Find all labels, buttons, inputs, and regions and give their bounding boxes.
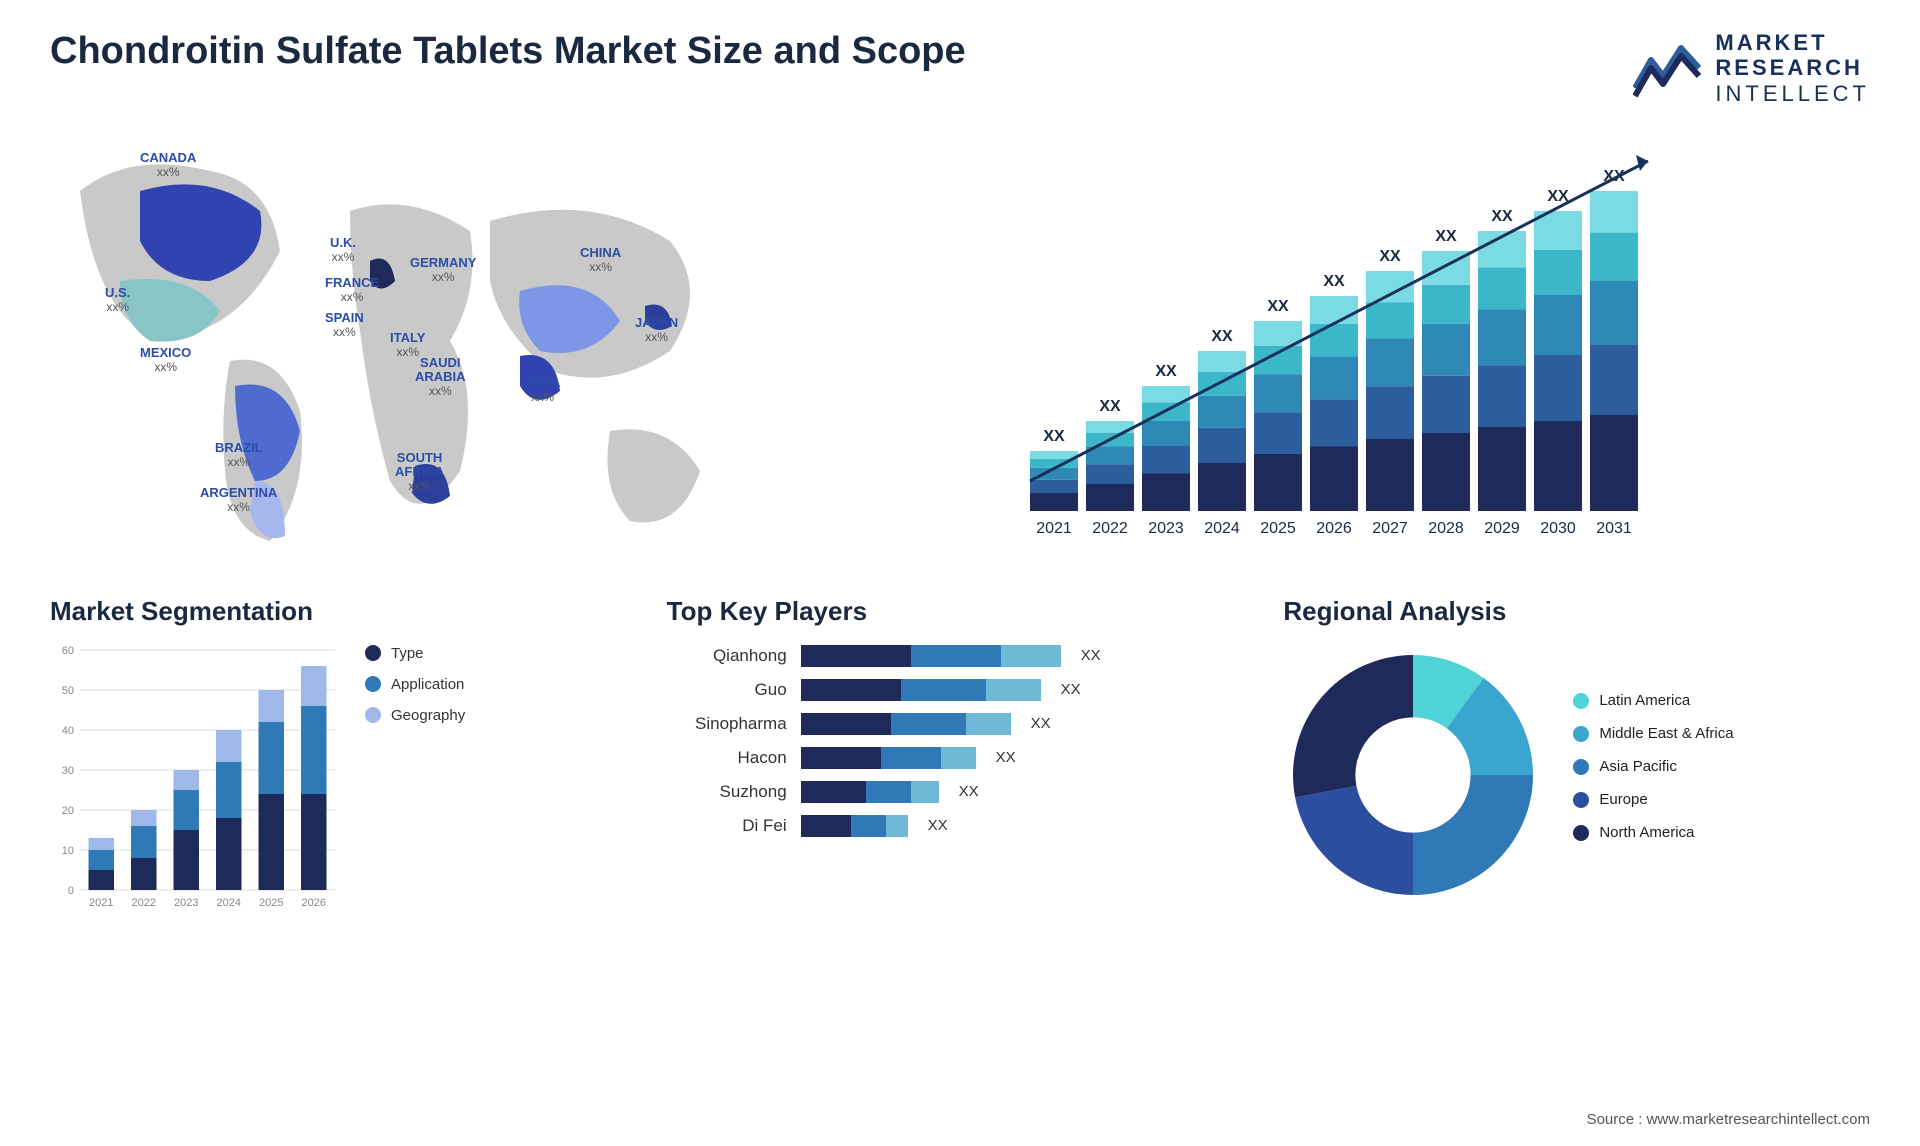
svg-text:2025: 2025 — [1260, 520, 1296, 537]
players-chart: QianhongXXGuoXXSinopharmaXXHaconXXSuzhon… — [667, 645, 1254, 837]
map-label: U.S.xx% — [105, 286, 130, 315]
svg-text:2029: 2029 — [1484, 520, 1520, 537]
logo-line2: RESEARCH — [1715, 55, 1870, 80]
logo-line1: MARKET — [1715, 30, 1870, 55]
svg-text:XX: XX — [1099, 398, 1121, 415]
regional-donut — [1283, 645, 1543, 905]
player-name: Guo — [667, 680, 787, 700]
player-name: Hacon — [667, 748, 787, 768]
svg-text:10: 10 — [62, 845, 74, 857]
regional-legend: Latin America Middle East & Africa Asia Pa… — [1573, 692, 1733, 857]
map-label: JAPANxx% — [635, 316, 678, 345]
player-name: Di Fei — [667, 816, 787, 836]
regional-legend-item: North America — [1573, 824, 1733, 841]
svg-text:2028: 2028 — [1428, 520, 1464, 537]
growth-chart: XX 2021 XX 2022 XX 2023 XX 2024 XX 2025 XX 2026 XX 20… — [810, 131, 1870, 561]
map-label: ARGENTINAxx% — [200, 486, 277, 515]
source-text: Source : www.marketresearchintellect.com — [1587, 1111, 1870, 1128]
regional-legend-item: Asia Pacific — [1573, 758, 1733, 775]
map-label: FRANCExx% — [325, 276, 379, 305]
map-label: MEXICOxx% — [140, 346, 191, 375]
regional-legend-item: Europe — [1573, 791, 1733, 808]
svg-text:2023: 2023 — [174, 897, 198, 909]
players-section: Top Key Players QianhongXXGuoXXSinopharm… — [667, 596, 1254, 915]
regional-section: Regional Analysis Latin America Middle Ea… — [1283, 596, 1870, 915]
svg-text:2030: 2030 — [1540, 520, 1576, 537]
svg-text:2022: 2022 — [132, 897, 156, 909]
regional-legend-item: Latin America — [1573, 692, 1733, 709]
svg-text:2027: 2027 — [1372, 520, 1408, 537]
svg-text:2031: 2031 — [1596, 520, 1632, 537]
regional-legend-item: Middle East & Africa — [1573, 725, 1733, 742]
brand-logo: MARKET RESEARCH INTELLECT — [1633, 30, 1870, 106]
svg-text:XX: XX — [1323, 273, 1345, 290]
svg-text:2024: 2024 — [217, 897, 241, 909]
svg-text:60: 60 — [62, 645, 74, 657]
map-label: CHINAxx% — [580, 246, 621, 275]
map-label: SPAINxx% — [325, 311, 364, 340]
svg-text:2021: 2021 — [89, 897, 113, 909]
player-bar — [801, 679, 1041, 701]
player-value: XX — [1081, 647, 1101, 664]
svg-text:XX: XX — [1379, 248, 1401, 265]
map-label: GERMANYxx% — [410, 256, 476, 285]
map-label: BRAZILxx% — [215, 441, 263, 470]
world-map: CANADAxx% U.S.xx% MEXICOxx% BRAZILxx% ARGENT… — [50, 131, 770, 561]
svg-text:XX: XX — [1155, 363, 1177, 380]
svg-text:XX: XX — [1435, 228, 1457, 245]
svg-text:0: 0 — [68, 885, 74, 897]
svg-text:2021: 2021 — [1036, 520, 1072, 537]
svg-text:XX: XX — [1267, 298, 1289, 315]
player-value: XX — [1061, 681, 1081, 698]
player-bar — [801, 713, 1011, 735]
svg-text:XX: XX — [1491, 208, 1513, 225]
svg-text:2023: 2023 — [1148, 520, 1184, 537]
player-name: Qianhong — [667, 646, 787, 666]
player-bar — [801, 815, 908, 837]
player-value: XX — [1031, 715, 1051, 732]
player-bar — [801, 645, 1061, 667]
svg-text:XX: XX — [1211, 328, 1233, 345]
svg-text:2022: 2022 — [1092, 520, 1128, 537]
svg-text:50: 50 — [62, 685, 74, 697]
player-row: Di Fei XX — [667, 815, 1254, 837]
svg-text:2026: 2026 — [1316, 520, 1352, 537]
player-row: Sinopharma XX — [667, 713, 1254, 735]
svg-text:30: 30 — [62, 765, 74, 777]
map-label: SOUTHAFRICAxx% — [395, 451, 444, 494]
map-label: INDIAxx% — [525, 376, 560, 405]
player-bar — [801, 747, 976, 769]
player-bar — [801, 781, 939, 803]
logo-line3: INTELLECT — [1715, 81, 1870, 106]
player-value: XX — [996, 749, 1016, 766]
map-label: CANADAxx% — [140, 151, 196, 180]
svg-text:XX: XX — [1043, 428, 1065, 445]
svg-text:2026: 2026 — [302, 897, 326, 909]
player-name: Sinopharma — [667, 714, 787, 734]
segmentation-legend-item: Application — [365, 676, 465, 693]
segmentation-legend-item: Type — [365, 645, 465, 662]
segmentation-chart: 0 10 20 30 40 50 60 2021 2022 2023 2024 2025 2026 — [50, 645, 340, 915]
svg-text:40: 40 — [62, 725, 74, 737]
player-row: Qianhong XX — [667, 645, 1254, 667]
player-value: XX — [959, 783, 979, 800]
svg-text:20: 20 — [62, 805, 74, 817]
map-label: U.K.xx% — [330, 236, 356, 265]
regional-title: Regional Analysis — [1283, 596, 1870, 627]
player-row: Suzhong XX — [667, 781, 1254, 803]
segmentation-legend: Type Application Geography — [365, 645, 465, 915]
map-label: SAUDIARABIAxx% — [415, 356, 466, 399]
players-title: Top Key Players — [667, 596, 1254, 627]
player-name: Suzhong — [667, 782, 787, 802]
player-value: XX — [928, 817, 948, 834]
logo-icon — [1633, 38, 1703, 98]
player-row: Guo XX — [667, 679, 1254, 701]
segmentation-title: Market Segmentation — [50, 596, 637, 627]
svg-text:2025: 2025 — [259, 897, 283, 909]
segmentation-section: Market Segmentation 0 10 20 30 40 50 60 2021 202… — [50, 596, 637, 915]
segmentation-legend-item: Geography — [365, 707, 465, 724]
svg-text:2024: 2024 — [1204, 520, 1240, 537]
page-title: Chondroitin Sulfate Tablets Market Size … — [50, 30, 966, 73]
player-row: Hacon XX — [667, 747, 1254, 769]
